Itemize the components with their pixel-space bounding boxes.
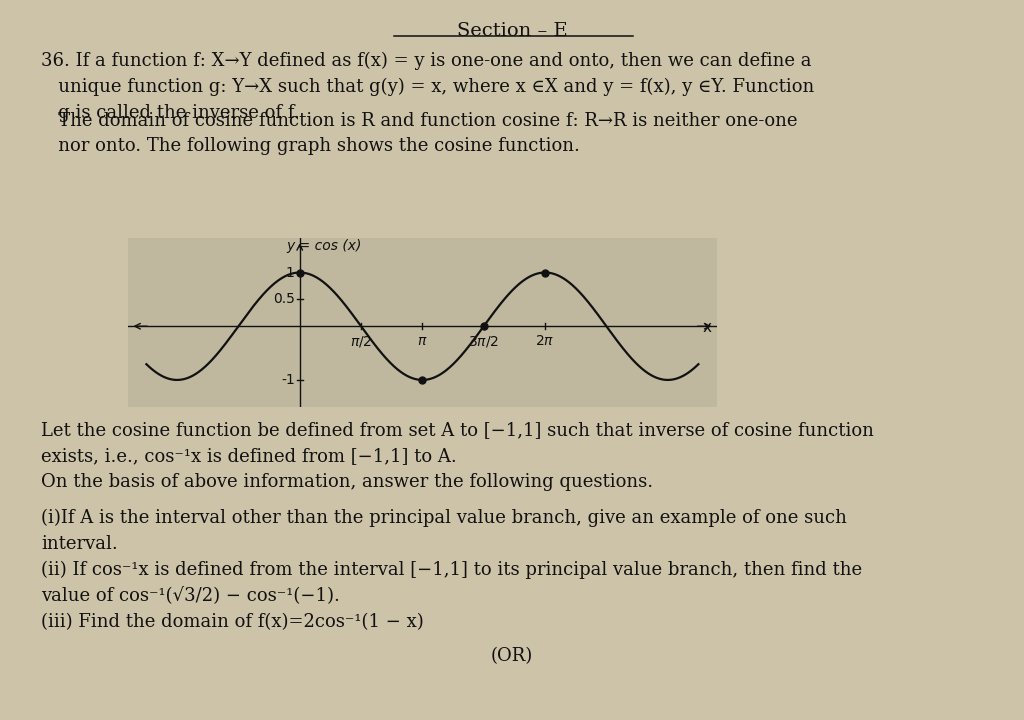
Text: (iii) Find the domain of f(x)=2cos⁻¹(1 − x): (iii) Find the domain of f(x)=2cos⁻¹(1 −… xyxy=(41,613,424,631)
Text: (ii) If cos⁻¹x is defined from the interval [−1,1] to its principal value branch: (ii) If cos⁻¹x is defined from the inter… xyxy=(41,561,862,605)
Text: $\pi$: $\pi$ xyxy=(417,334,428,348)
Text: 0.5: 0.5 xyxy=(272,292,295,307)
Text: The domain of cosine function is R and function cosine f: R→R is neither one-one: The domain of cosine function is R and f… xyxy=(41,112,798,156)
Text: -1: -1 xyxy=(281,373,295,387)
Text: $3\pi/2$: $3\pi/2$ xyxy=(468,334,499,349)
Text: $2\pi$: $2\pi$ xyxy=(536,334,555,348)
Text: 36. If a function f: X→Y defined as f(x) = y is one-one and onto, then we can de: 36. If a function f: X→Y defined as f(x)… xyxy=(41,52,814,122)
Text: y = cos (x): y = cos (x) xyxy=(286,238,361,253)
Text: $\pi/2$: $\pi/2$ xyxy=(350,334,372,349)
Text: (OR): (OR) xyxy=(490,647,534,665)
Text: On the basis of above information, answer the following questions.: On the basis of above information, answe… xyxy=(41,473,653,491)
Text: Let the cosine function be defined from set A to [−1,1] such that inverse of cos: Let the cosine function be defined from … xyxy=(41,421,873,465)
Text: (i)If A is the interval other than the principal value branch, give an example o: (i)If A is the interval other than the p… xyxy=(41,509,847,553)
Text: Section – E: Section – E xyxy=(457,22,567,40)
Text: 1: 1 xyxy=(286,266,295,279)
Text: x: x xyxy=(702,320,711,336)
